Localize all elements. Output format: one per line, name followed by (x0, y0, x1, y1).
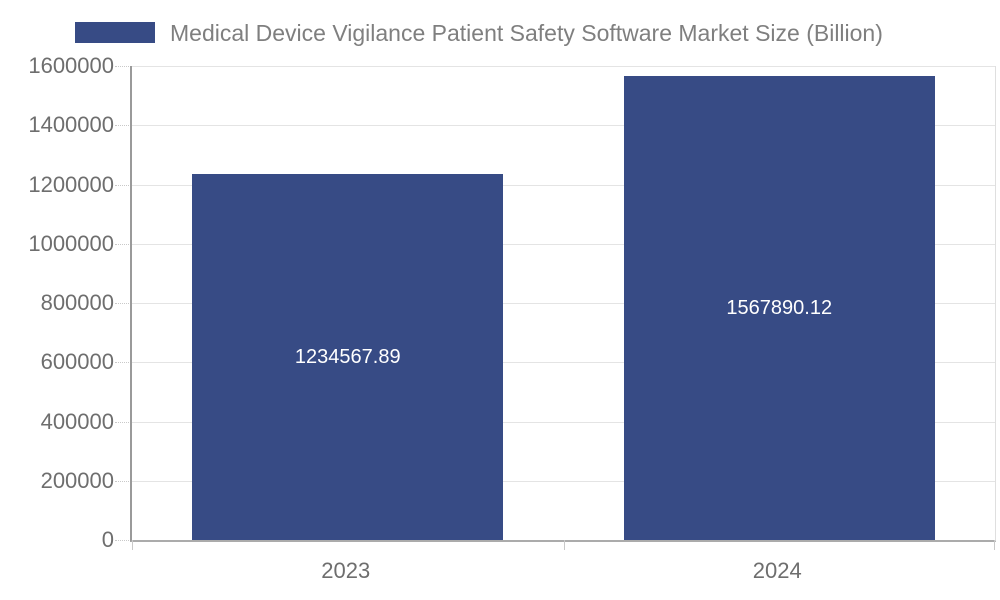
y-tick-label: 1000000 (28, 230, 114, 256)
legend-swatch (75, 22, 155, 43)
y-tick-label: 0 (101, 527, 114, 552)
y-tick-mark (115, 421, 129, 423)
y-tick-label: 1200000 (28, 171, 114, 197)
gridline (132, 421, 995, 423)
x-tick-mark (563, 540, 565, 550)
x-tick-mark (132, 540, 133, 550)
y-tick-label: 200000 (40, 467, 114, 493)
y-tick-label: 400000 (40, 408, 114, 434)
gridline (132, 66, 995, 67)
bar-2023 (192, 174, 504, 540)
bar-2024 (623, 75, 935, 540)
gridline (132, 243, 995, 245)
y-tick-label: 1600000 (28, 53, 114, 78)
gridline (132, 303, 995, 304)
gridline (132, 362, 995, 364)
y-tick-mark (115, 66, 129, 67)
chart-title: Medical Device Vigilance Patient Safety … (170, 20, 883, 46)
y-tick-label: 600000 (40, 349, 114, 375)
x-tick-mark (994, 540, 995, 550)
gridline (132, 125, 995, 127)
gridline (132, 480, 995, 482)
y-tick-mark (115, 480, 129, 482)
y-tick-mark (115, 184, 129, 186)
y-tick-label: 1400000 (28, 112, 114, 138)
bar-value-label-2024: 1567890.12 (726, 296, 833, 319)
bar-value-label-2023: 1234567.89 (294, 346, 401, 369)
y-tick-mark (115, 303, 129, 304)
y-tick-mark (115, 362, 129, 364)
y-tick-mark (115, 125, 129, 127)
y-tick-mark (115, 540, 129, 541)
y-tick-label: 800000 (40, 290, 114, 315)
x-tick-label-2024: 2024 (752, 558, 802, 583)
y-tick-mark (115, 243, 129, 245)
x-tick-label-2023: 2023 (321, 558, 371, 583)
gridline (132, 184, 995, 186)
plot-area: 1234567.89 1567890.12 (130, 66, 996, 550)
